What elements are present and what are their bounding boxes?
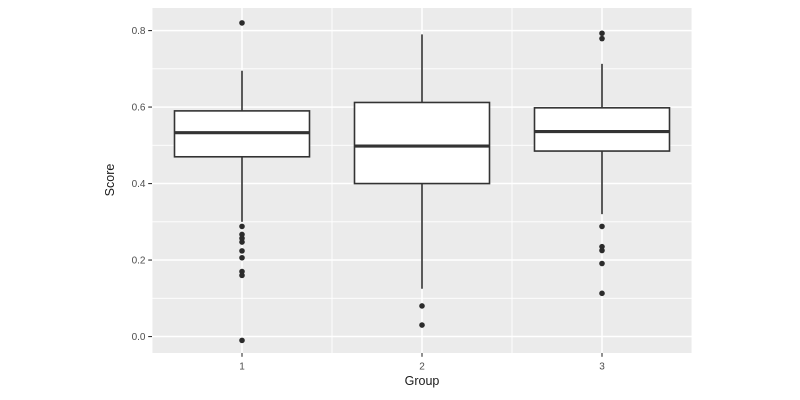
- x-tick-label: 2: [419, 362, 425, 373]
- outlier-point: [599, 260, 605, 267]
- outlier-point: [239, 272, 245, 279]
- y-tick-label: 0.2: [132, 256, 146, 267]
- y-tick-label: 0.4: [132, 179, 146, 190]
- outlier-point: [239, 223, 245, 230]
- y-axis-title: Score: [103, 163, 117, 197]
- outlier-point: [599, 35, 605, 42]
- y-tick-label: 0.0: [132, 332, 146, 343]
- y-tick-label: 0.8: [132, 26, 146, 37]
- boxplot-group-3: [533, 30, 671, 297]
- x-tick-label: 1: [239, 362, 245, 373]
- outlier-point: [239, 248, 245, 254]
- x-tick-label: 3: [599, 362, 605, 373]
- outlier-point: [599, 290, 605, 297]
- outlier-point: [599, 30, 605, 37]
- y-tick-label: 0.6: [132, 103, 146, 114]
- boxplot-group-1: [173, 20, 311, 344]
- outlier-point: [239, 20, 245, 26]
- box-iqr: [353, 101, 491, 185]
- boxplot-group-2: [353, 34, 491, 328]
- outlier-point: [599, 247, 605, 254]
- outlier-point: [239, 254, 245, 261]
- outlier-point: [419, 322, 425, 328]
- outlier-point: [239, 337, 245, 344]
- outlier-point: [419, 303, 425, 309]
- outlier-point: [239, 239, 245, 245]
- box-iqr: [533, 107, 671, 152]
- x-axis-title: Group: [404, 374, 440, 388]
- outlier-point: [599, 223, 605, 230]
